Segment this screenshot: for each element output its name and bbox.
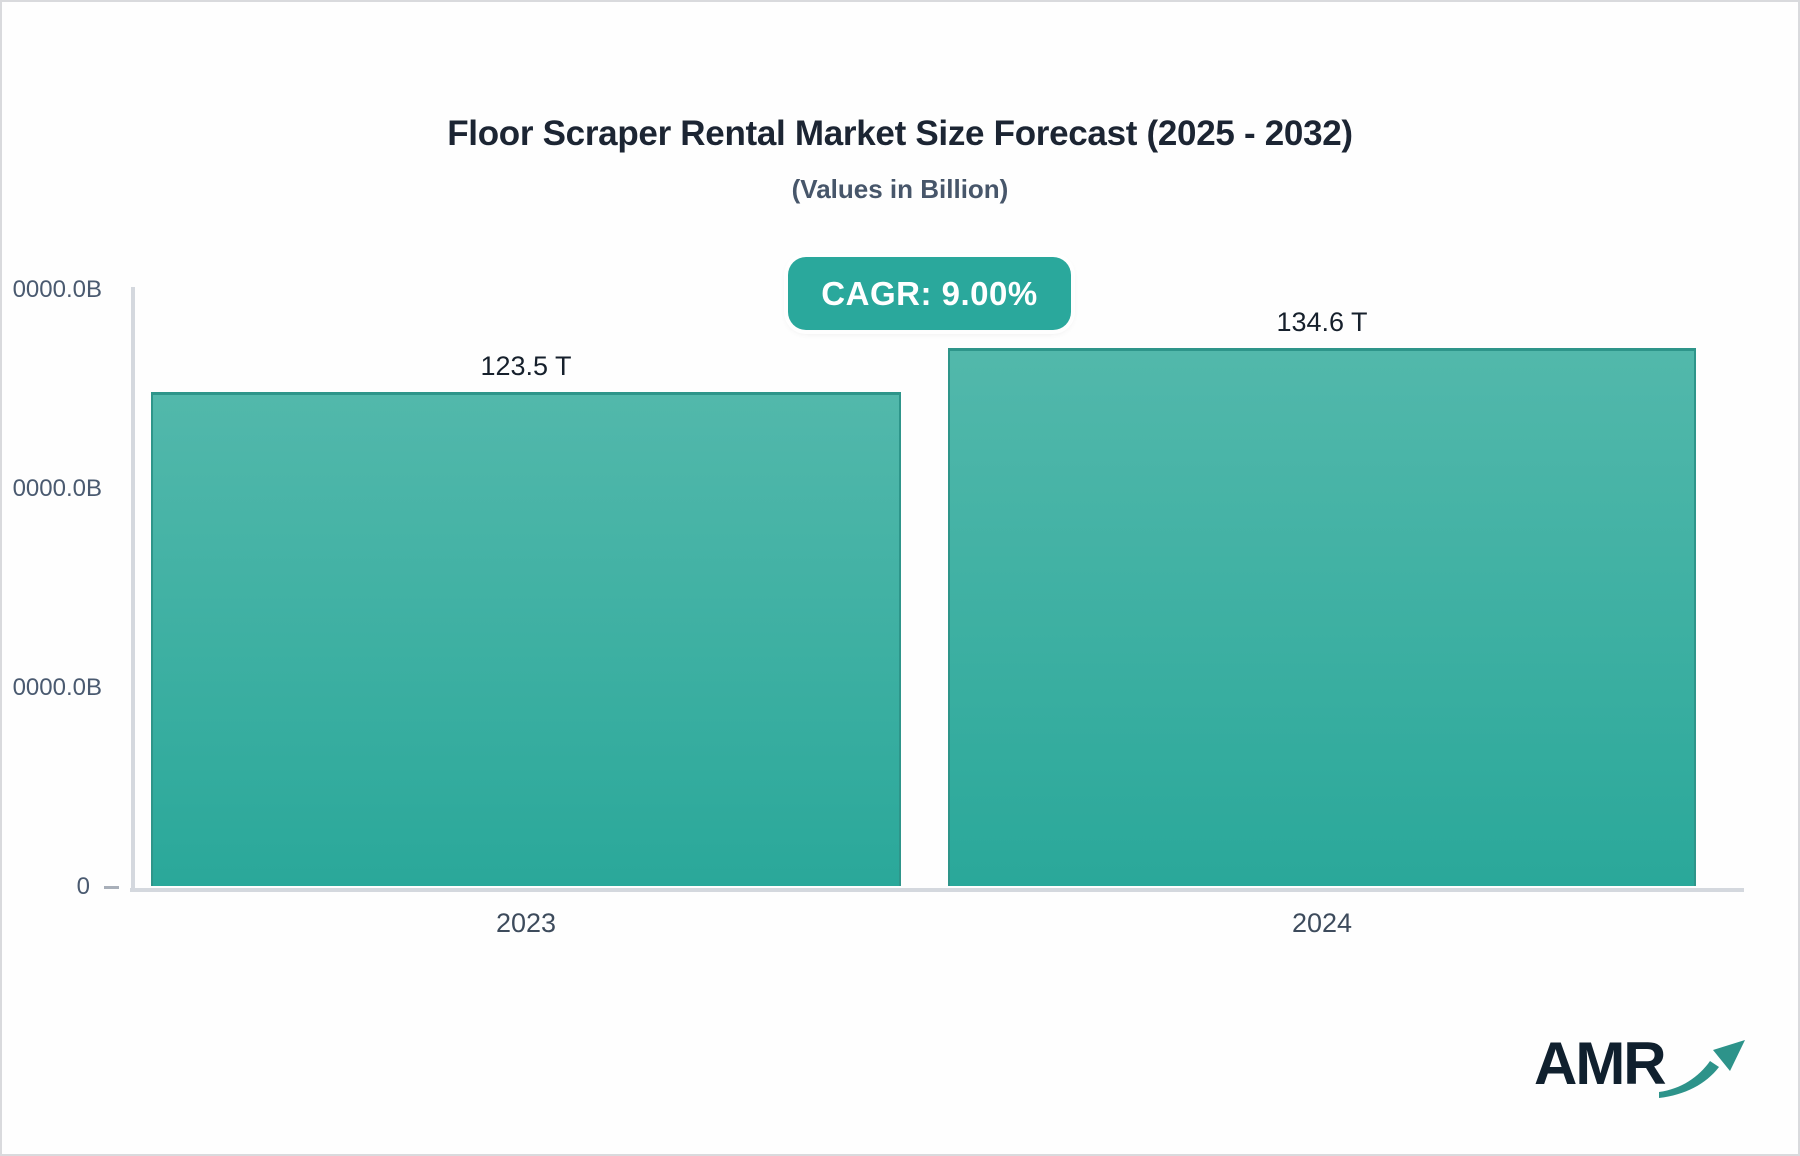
brand-logo-text: AMR — [1534, 1030, 1667, 1097]
x-tick-label-2023: 2023 — [495, 908, 557, 938]
x-axis-line — [130, 888, 1744, 892]
bar-column-2023: 123.5 T — [151, 351, 901, 886]
growth-arrow-icon — [1658, 1040, 1747, 1109]
chart-subtitle: (Values in Billion) — [791, 174, 1009, 204]
zero-tick-dash — [104, 886, 119, 889]
brand-logo: AMR — [1534, 1034, 1747, 1109]
cagr-badge: CAGR: 9.00% — [788, 257, 1071, 330]
bar-2023 — [151, 392, 901, 886]
bar-2024 — [948, 348, 1696, 886]
chart-title: Floor Scraper Rental Market Size Forecas… — [447, 114, 1353, 153]
bar-column-2024: 134.6 T — [948, 307, 1696, 886]
y-tick-label-100: 0000.0B — [12, 475, 102, 502]
bar-value-label-2024: 134.6 T — [1276, 307, 1368, 337]
bar-value-label-2023: 123.5 T — [480, 351, 572, 381]
y-axis-line — [131, 287, 135, 892]
x-tick-label-2024: 2024 — [1291, 908, 1353, 938]
cagr-badge-label: CAGR: 9.00% — [821, 274, 1038, 312]
y-tick-label-50: 0000.0B — [12, 674, 102, 701]
y-tick-label-zero: 0 — [76, 873, 90, 900]
y-tick-label-150: 0000.0B — [12, 276, 102, 303]
